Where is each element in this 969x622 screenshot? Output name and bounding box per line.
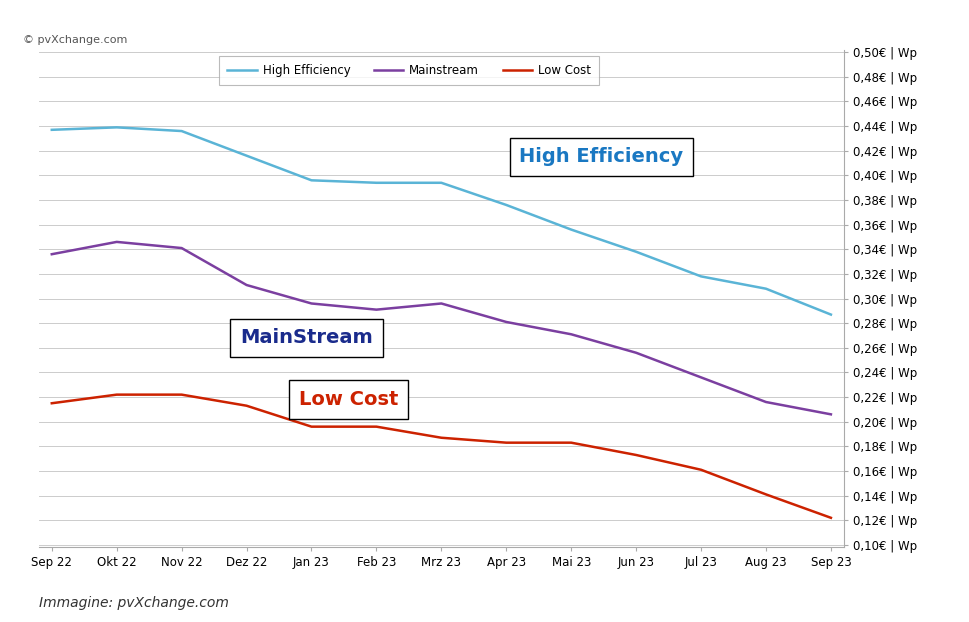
Text: © pvXchange.com: © pvXchange.com — [22, 35, 127, 45]
Text: High Efficiency: High Efficiency — [518, 147, 683, 167]
Text: Low Cost: Low Cost — [298, 390, 397, 409]
Text: MainStream: MainStream — [240, 328, 372, 348]
Legend: High Efficiency, Mainstream, Low Cost: High Efficiency, Mainstream, Low Cost — [219, 55, 599, 85]
Text: Immagine: pvXchange.com: Immagine: pvXchange.com — [39, 595, 229, 610]
